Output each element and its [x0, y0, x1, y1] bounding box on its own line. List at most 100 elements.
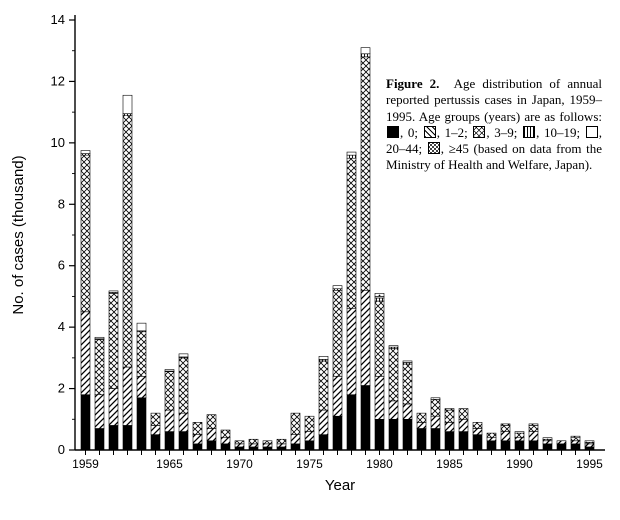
bar-segment: [571, 436, 580, 438]
bar-segment: [403, 361, 412, 363]
bar-segment: [305, 441, 314, 450]
bar-segment: [445, 410, 454, 422]
bar-segment: [487, 441, 496, 450]
x-tick-label: 1965: [156, 457, 183, 471]
bar-segment: [333, 416, 342, 450]
legend-label: , 1–2;: [437, 125, 473, 140]
bar-segment: [529, 425, 538, 431]
bar-segment: [249, 439, 258, 444]
bar-segment: [515, 433, 524, 438]
bar-segment: [319, 410, 328, 435]
bar-segment: [291, 435, 300, 444]
bar-segment: [179, 358, 188, 413]
bar-segment: [459, 432, 468, 450]
caption-lead: Figure 2.: [386, 76, 439, 91]
figure-caption: Figure 2. Age distribution of annual rep…: [386, 76, 602, 174]
bar-segment: [389, 346, 398, 348]
y-tick-label: 14: [51, 12, 65, 27]
bar-segment: [375, 419, 384, 450]
legend-swatch-s3: [523, 126, 535, 138]
bar-segment: [585, 447, 594, 450]
bar-segment: [389, 401, 398, 419]
bar-segment: [81, 155, 90, 312]
bar-segment: [109, 293, 118, 388]
bar-segment: [333, 290, 342, 376]
bar-segment: [501, 441, 510, 450]
bar-segment: [151, 425, 160, 434]
bar-segment: [375, 293, 384, 296]
bar-segment: [207, 415, 216, 429]
bar-segment: [193, 435, 202, 444]
bar-segment: [473, 422, 482, 428]
bar-segment: [277, 447, 286, 450]
x-tick-label: 1970: [226, 457, 253, 471]
bar-segment: [501, 424, 510, 426]
y-tick-label: 4: [58, 319, 65, 334]
bar-segment: [137, 376, 146, 398]
bar-segment: [207, 429, 216, 441]
bar-segment: [95, 339, 104, 394]
bar-segment: [445, 422, 454, 431]
legend-swatch-s5: [428, 142, 440, 154]
bar-segment: [179, 413, 188, 431]
bar-segment: [221, 444, 230, 450]
bar-segment: [81, 312, 90, 395]
bar-segment: [487, 433, 496, 438]
bar-segment: [235, 447, 244, 450]
bar-segment: [151, 413, 160, 425]
bar-segment: [109, 291, 118, 293]
bar-segment: [417, 429, 426, 451]
bar-segment: [263, 441, 272, 444]
bar-segment: [361, 386, 370, 451]
bar-segment: [235, 444, 244, 447]
legend-swatch-s1: [424, 126, 436, 138]
legend-label: , 3–9;: [486, 125, 522, 140]
bar-segment: [515, 441, 524, 450]
bar-segment: [291, 413, 300, 435]
y-tick-label: 12: [51, 73, 65, 88]
bar-segment: [165, 372, 174, 410]
bar-segment: [95, 429, 104, 451]
y-tick-label: 8: [58, 196, 65, 211]
bar-segment: [459, 419, 468, 431]
x-tick-label: 1959: [72, 457, 99, 471]
x-tick-label: 1985: [436, 457, 463, 471]
legend-label: , 0;: [400, 125, 423, 140]
bar-segment: [403, 364, 412, 404]
x-tick-label: 1980: [366, 457, 393, 471]
bar-segment: [193, 444, 202, 450]
bar-segment: [417, 422, 426, 428]
bar-segment: [473, 435, 482, 450]
bar-segment: [571, 441, 580, 444]
bar-segment: [221, 430, 230, 438]
x-tick-label: 1995: [576, 457, 603, 471]
bar-segment: [375, 298, 384, 301]
bar-segment: [123, 95, 132, 113]
bar-segment: [347, 152, 356, 155]
bar-segment: [109, 389, 118, 426]
bar-segment: [319, 356, 328, 359]
bar-segment: [123, 115, 132, 367]
bar-segment: [165, 410, 174, 432]
bar-segment: [543, 438, 552, 440]
bar-segment: [165, 432, 174, 450]
bar-segment: [277, 439, 286, 444]
bar-segment: [319, 361, 328, 410]
bar-segment: [263, 444, 272, 447]
bar-segment: [431, 399, 440, 416]
y-tick-label: 10: [51, 135, 65, 150]
bar-segment: [361, 54, 370, 57]
legend-swatch-s2: [473, 126, 485, 138]
bar-segment: [95, 395, 104, 429]
bar-segment: [249, 444, 258, 447]
bar-segment: [137, 332, 146, 377]
bar-segment: [445, 409, 454, 411]
bar-segment: [431, 416, 440, 428]
legend-label: , ≥45: [441, 141, 474, 156]
bar-segment: [417, 413, 426, 422]
bar-segment: [543, 441, 552, 444]
bar-segment: [347, 158, 356, 309]
bar-segment: [459, 409, 468, 420]
bar-segment: [501, 432, 510, 441]
bar-segment: [585, 444, 594, 447]
